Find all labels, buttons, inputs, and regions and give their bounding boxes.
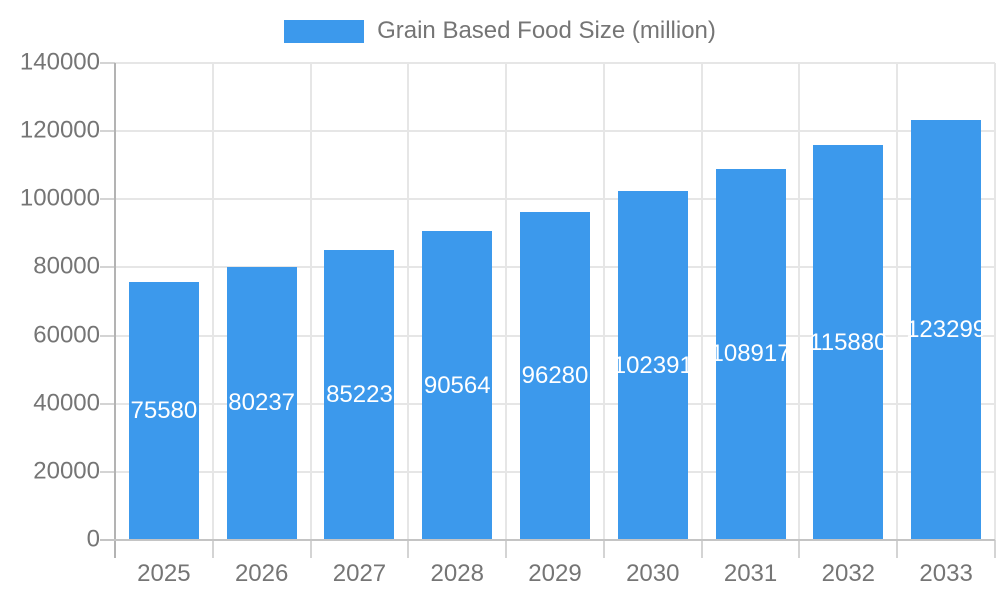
- x-gridline: [798, 63, 801, 540]
- y-axis-label: 100000: [19, 184, 100, 212]
- y-axis-tick: [100, 130, 115, 133]
- x-axis-tick: [896, 540, 899, 558]
- x-axis-tick: [994, 540, 996, 558]
- y-axis-label: 20000: [33, 457, 100, 485]
- chart-legend[interactable]: Grain Based Food Size (million): [0, 16, 1000, 46]
- y-axis-label: 40000: [33, 389, 100, 417]
- x-gridline: [505, 63, 508, 540]
- bar-value-label: 102391: [612, 351, 693, 379]
- bar[interactable]: [911, 119, 982, 540]
- x-gridline: [407, 63, 410, 540]
- bar-value-label: 123299: [906, 315, 987, 343]
- bar[interactable]: [520, 211, 590, 540]
- x-axis-label: 2033: [919, 560, 973, 587]
- x-gridline: [994, 63, 996, 540]
- y-axis-tick: [100, 266, 115, 269]
- y-axis-tick: [100, 402, 115, 405]
- y-axis-tick: [100, 198, 115, 201]
- bar[interactable]: [226, 266, 297, 540]
- x-gridline: [700, 63, 703, 540]
- x-gridline: [602, 63, 605, 540]
- x-axis-label: 2032: [821, 560, 876, 587]
- bar-value-label: 80237: [228, 389, 296, 417]
- bar[interactable]: [813, 145, 884, 540]
- bar-value-label: 75580: [130, 397, 198, 425]
- x-axis-label: 2031: [723, 560, 778, 587]
- bar[interactable]: [715, 168, 786, 540]
- x-gridline: [896, 63, 899, 540]
- bar-value-label: 90564: [423, 371, 491, 399]
- y-gridline: [115, 62, 995, 64]
- x-axis-label: 2027: [332, 560, 387, 587]
- y-axis-line: [114, 63, 116, 558]
- y-axis-label: 140000: [19, 48, 100, 76]
- y-axis-label: 80000: [33, 252, 100, 280]
- x-axis-tick: [505, 540, 508, 558]
- x-axis-tick: [407, 540, 410, 558]
- bar[interactable]: [617, 191, 688, 540]
- bar-value-label: 96280: [521, 361, 589, 389]
- x-axis-tick: [309, 540, 312, 558]
- bar[interactable]: [422, 231, 493, 540]
- legend-swatch: [284, 19, 365, 43]
- x-axis-label: 2030: [626, 560, 680, 587]
- x-axis-tick: [798, 540, 801, 558]
- y-axis-label: 0: [86, 525, 100, 553]
- y-gridline: [115, 198, 995, 201]
- x-gridline: [309, 63, 312, 540]
- bar-value-label: 85223: [326, 380, 393, 408]
- legend-label: Grain Based Food Size (million): [377, 17, 716, 44]
- y-axis-tick: [100, 470, 115, 473]
- bar[interactable]: [324, 249, 395, 540]
- x-axis-line: [100, 539, 995, 541]
- bar-value-label: 115880: [809, 328, 888, 356]
- y-axis-label: 120000: [19, 116, 100, 144]
- x-axis-tick: [700, 540, 703, 558]
- y-axis-tick: [100, 334, 115, 337]
- x-axis-label: 2029: [528, 560, 582, 587]
- y-axis-label: 60000: [33, 321, 100, 349]
- x-axis-tick: [602, 540, 605, 558]
- y-gridline: [115, 130, 995, 133]
- bar-value-label: 108917: [710, 340, 791, 368]
- y-axis-tick: [100, 62, 115, 64]
- x-axis-tick: [211, 540, 214, 558]
- x-gridline: [211, 63, 214, 540]
- bar[interactable]: [128, 282, 199, 540]
- x-axis-label: 2028: [430, 560, 484, 587]
- x-axis-label: 2025: [137, 560, 191, 587]
- x-axis-label: 2026: [234, 560, 289, 587]
